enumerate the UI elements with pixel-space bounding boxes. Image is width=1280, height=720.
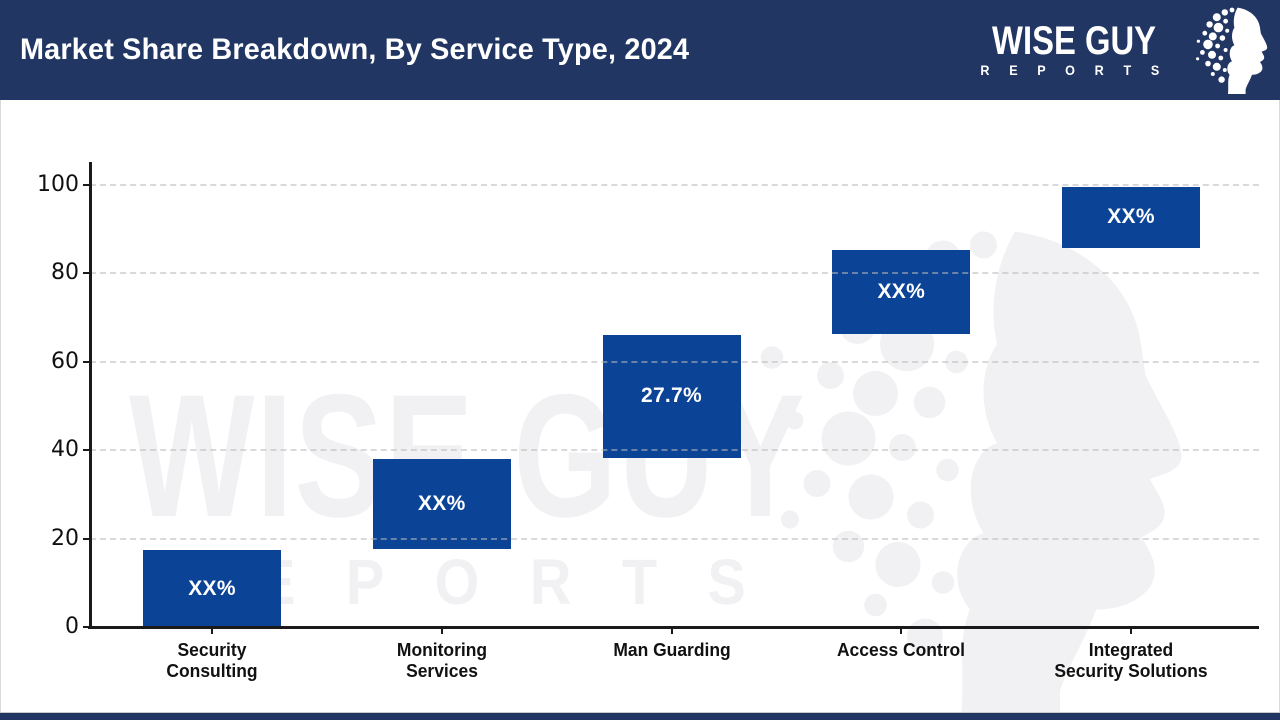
y-axis-label: 0 — [65, 614, 79, 639]
brand-logo: WISE GUY R E P O R T S — [970, 0, 1268, 100]
header: Market Share Breakdown, By Service Type,… — [0, 0, 1280, 100]
bar-value-label: XX% — [877, 279, 926, 303]
y-axis-tick — [83, 272, 91, 275]
y-axis-tick — [83, 626, 91, 628]
bar-man-guarding: 27.7% — [602, 335, 741, 458]
category-label-line: Security Solutions — [1054, 661, 1208, 681]
footer-bar — [0, 712, 1280, 720]
bar-value-label: XX% — [1107, 205, 1155, 229]
logo-subtext: R E P O R T S — [980, 62, 1168, 78]
logo-wordmark: WISE GUY — [992, 19, 1157, 63]
category-label-line: Services — [405, 661, 478, 681]
x-axis-tick — [440, 627, 443, 634]
y-axis-tick — [83, 449, 91, 452]
y-axis-tick — [83, 184, 91, 186]
x-axis-category-label: Monitoring Services — [325, 640, 558, 682]
y-axis-label: 100 — [37, 172, 79, 197]
gridline-100 — [90, 184, 1259, 186]
bar-security-consulting: XX% — [143, 550, 281, 627]
y-axis-label: 40 — [51, 437, 79, 463]
x-axis-tick — [211, 627, 213, 634]
bar-integrated-security-solutions: XX% — [1062, 186, 1200, 249]
y-axis-line — [89, 162, 92, 629]
category-label-line: Monitoring — [396, 640, 487, 660]
gridline-40 — [90, 449, 1259, 452]
bar-value-label: 27.7% — [640, 384, 703, 408]
bar-monitoring-services: XX% — [372, 459, 511, 549]
y-axis-label: 20 — [51, 525, 79, 551]
x-axis-category-label: Integrated Security Solutions — [1015, 640, 1248, 682]
x-axis-tick — [900, 627, 903, 634]
gridline-20 — [90, 537, 1259, 540]
gridline-60 — [90, 360, 1259, 363]
bar-value-label: XX% — [417, 491, 466, 515]
logo-face-icon — [1196, 7, 1268, 94]
x-axis-tick — [670, 627, 673, 634]
x-axis-category-label: Man Guarding — [555, 640, 788, 661]
category-label-line: Access Control — [837, 640, 966, 660]
chart-area: WISE GUY REPORTS 0 20 40 60 80 100 XX% Security… — [0, 100, 1280, 718]
x-axis-category-label: Security Consulting — [96, 640, 329, 682]
bar-value-label: XX% — [188, 576, 236, 600]
y-axis-tick — [83, 537, 91, 540]
x-axis-category-label: Access Control — [785, 640, 1018, 661]
page-title: Market Share Breakdown, By Service Type,… — [20, 33, 690, 66]
category-label-line: Man Guarding — [612, 640, 731, 660]
category-label-line: Security — [177, 640, 247, 660]
gridline-80 — [90, 272, 1259, 275]
y-axis-tick — [83, 360, 91, 363]
y-axis-label: 60 — [51, 348, 79, 374]
bar-access-control: XX% — [832, 249, 971, 335]
category-label-line: Integrated — [1088, 640, 1174, 660]
y-axis-label: 80 — [51, 260, 79, 286]
category-label-line: Consulting — [166, 661, 258, 681]
x-axis-line — [88, 626, 1259, 629]
